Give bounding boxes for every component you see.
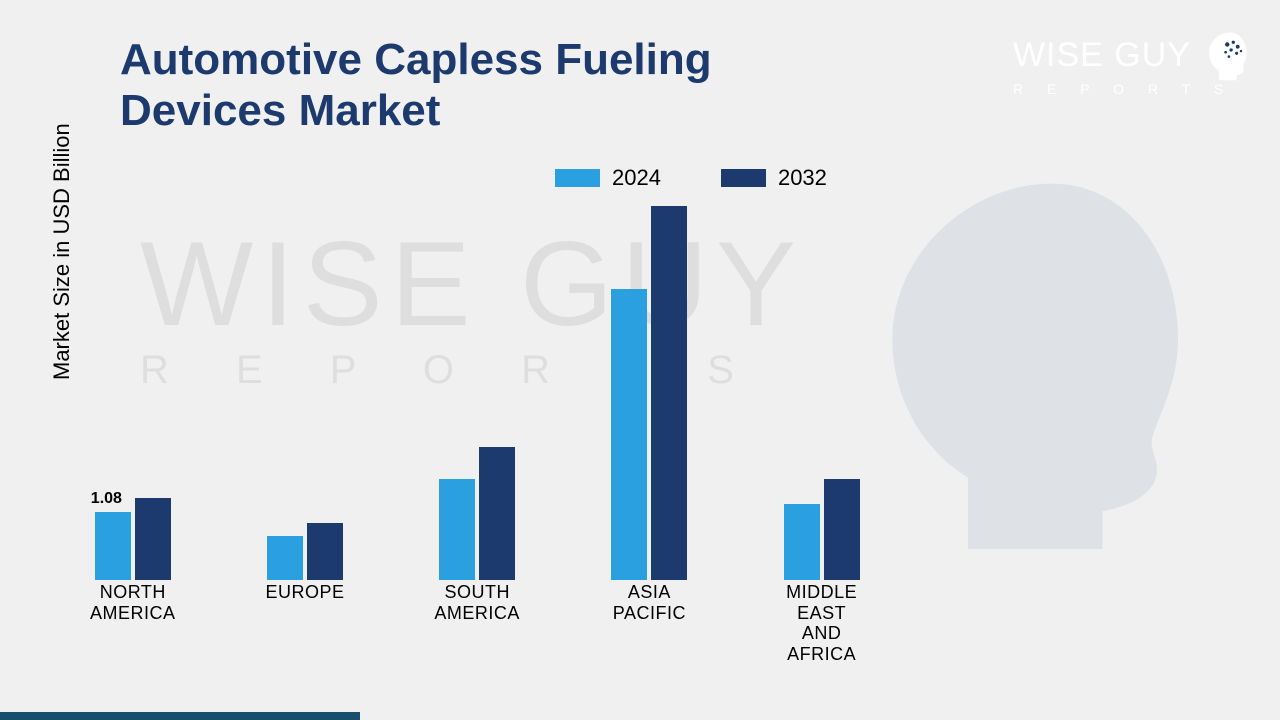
legend-swatch-2032 [721,169,766,187]
brand-head-icon [1197,28,1252,83]
legend-label-2032: 2032 [778,165,827,191]
bar-2024 [439,479,475,580]
bar-group [767,479,877,580]
brand-logo: WISE GUY R E P O R T S [1013,28,1252,97]
brand-name-line2: R E P O R T S [1013,81,1252,97]
plot-area: 1.08 [100,200,920,580]
bar-2024 [784,504,820,580]
bar-value-label: 1.08 [91,490,122,508]
bar-group: 1.08 [78,498,188,580]
bar-2032 [479,447,515,580]
bar-group [250,523,360,580]
bar-2024 [611,289,647,580]
category-label: SOUTHAMERICA [407,582,547,623]
bar-2024: 1.08 [95,512,131,580]
brand-name-line1: WISE GUY [1013,36,1191,75]
bar-2032 [307,523,343,580]
legend-item-2032: 2032 [721,165,827,191]
bar-2032 [651,206,687,580]
bar-group [594,206,704,580]
bar-2032 [824,479,860,580]
category-label: NORTHAMERICA [63,582,203,623]
legend-item-2024: 2024 [555,165,661,191]
category-label: MIDDLEEASTANDAFRICA [752,582,892,665]
category-label: ASIAPACIFIC [579,582,719,623]
category-label: EUROPE [235,582,375,603]
bar-2024 [267,536,303,580]
chart-canvas: WISE GUY R E P O R T S Automotive Caples… [0,0,1280,720]
bar-group [422,447,532,580]
chart-title: Automotive Capless Fueling Devices Marke… [120,35,820,136]
legend: 2024 2032 [555,165,827,191]
y-axis-label: Market Size in USD Billion [49,123,75,380]
bar-2032 [135,498,171,580]
legend-label-2024: 2024 [612,165,661,191]
legend-swatch-2024 [555,169,600,187]
bottom-accent-bar [0,712,360,720]
